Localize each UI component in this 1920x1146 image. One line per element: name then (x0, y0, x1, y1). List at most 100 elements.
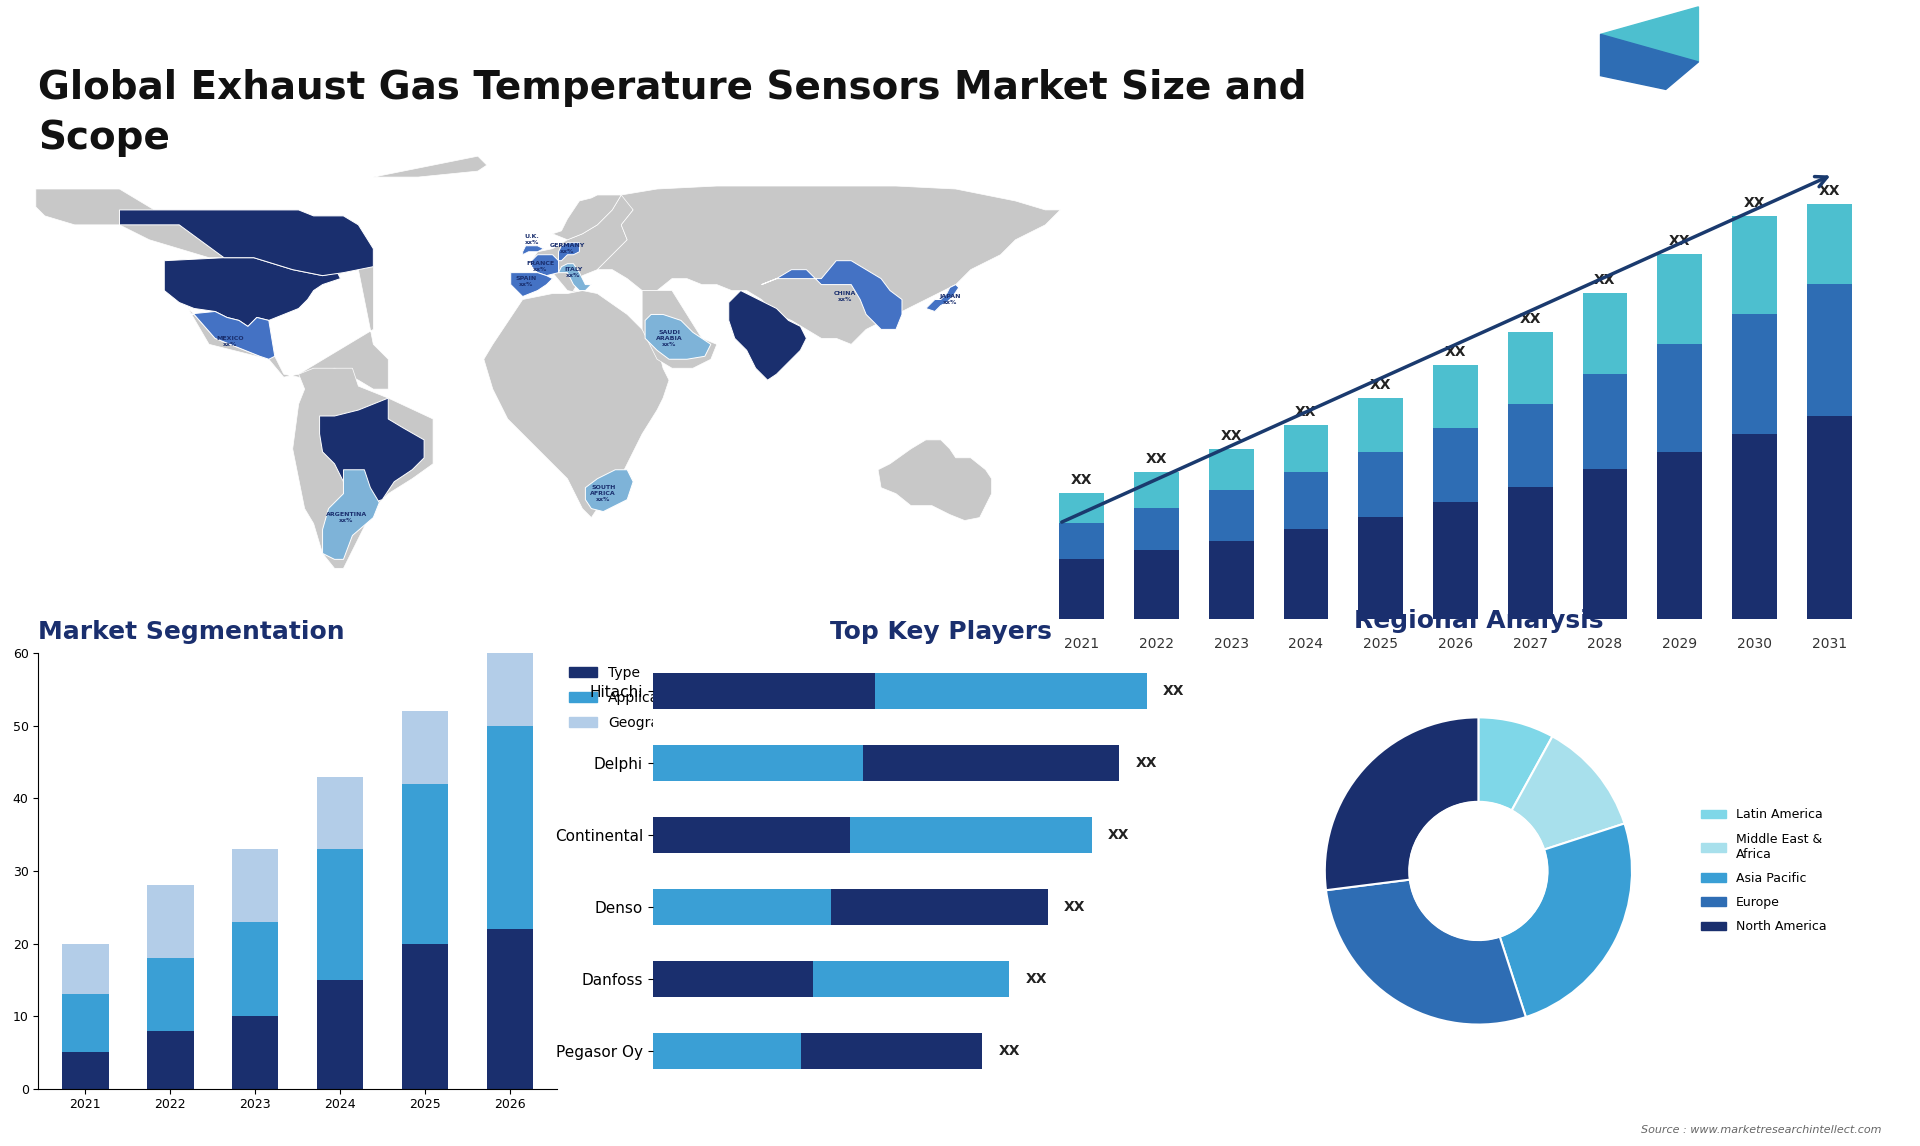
Polygon shape (925, 284, 958, 312)
Bar (1507, 403, 1553, 487)
Polygon shape (532, 254, 559, 276)
Text: BRAZIL
xx%: BRAZIL xx% (351, 447, 376, 457)
Text: JAPAN
xx%: JAPAN xx% (939, 295, 960, 305)
Text: MEXICO
xx%: MEXICO xx% (217, 336, 244, 347)
Polygon shape (877, 440, 991, 520)
Text: 2027: 2027 (1513, 637, 1548, 651)
Bar (486, 725, 534, 929)
Bar (1582, 374, 1628, 470)
Bar (317, 980, 363, 1089)
Text: CHINA
xx%: CHINA xx% (833, 291, 856, 301)
Bar (653, 1033, 801, 1069)
Text: U.K.
xx%: U.K. xx% (524, 235, 540, 245)
Text: XX: XX (1146, 453, 1167, 466)
Text: Source : www.marketresearchintellect.com: Source : www.marketresearchintellect.com (1642, 1124, 1882, 1135)
Bar (1060, 559, 1104, 619)
Polygon shape (553, 195, 622, 240)
Bar (401, 712, 449, 784)
Text: Global Exhaust Gas Temperature Sensors Market Size and
Scope: Global Exhaust Gas Temperature Sensors M… (38, 69, 1308, 157)
Text: XX: XX (1071, 473, 1092, 487)
Bar (1357, 452, 1404, 517)
Polygon shape (532, 195, 634, 293)
Text: 2025: 2025 (1363, 637, 1398, 651)
Text: XX: XX (1519, 312, 1542, 327)
Bar (1283, 472, 1329, 529)
Text: XX: XX (1064, 900, 1085, 915)
Wedge shape (1327, 880, 1526, 1025)
Polygon shape (372, 156, 488, 178)
Wedge shape (1478, 717, 1553, 810)
Text: 2022: 2022 (1139, 637, 1173, 651)
Bar (876, 673, 1146, 709)
Bar (1432, 427, 1478, 502)
Polygon shape (319, 398, 424, 505)
Bar (1732, 215, 1776, 314)
Text: INDIA
xx%: INDIA xx% (760, 333, 781, 344)
Text: XX: XX (1818, 185, 1839, 198)
Bar (1283, 529, 1329, 619)
Polygon shape (323, 470, 380, 559)
Bar (146, 1030, 194, 1089)
Bar (1432, 502, 1478, 619)
Polygon shape (484, 291, 668, 518)
Polygon shape (522, 245, 543, 254)
Bar (232, 849, 278, 921)
Bar (1283, 425, 1329, 472)
Text: XX: XX (1444, 345, 1467, 359)
Bar (1507, 487, 1553, 619)
Wedge shape (1325, 717, 1478, 890)
Polygon shape (730, 291, 806, 380)
Legend: Type, Application, Geography: Type, Application, Geography (564, 660, 691, 736)
Polygon shape (1601, 34, 1699, 89)
Bar (317, 777, 363, 849)
Bar (1357, 517, 1404, 619)
Bar (232, 1017, 278, 1089)
Polygon shape (925, 284, 958, 312)
Text: XX: XX (998, 1044, 1020, 1058)
Text: ITALY
xx%: ITALY xx% (564, 267, 582, 278)
Text: XX: XX (1108, 827, 1129, 842)
Bar (1807, 204, 1851, 284)
Polygon shape (1601, 7, 1699, 62)
Bar (1432, 364, 1478, 427)
Bar (61, 943, 109, 995)
Bar (1060, 494, 1104, 524)
Bar (1210, 541, 1254, 619)
Text: 2021: 2021 (1064, 637, 1100, 651)
Circle shape (1409, 802, 1548, 940)
Bar (1135, 472, 1179, 509)
Text: 2026: 2026 (1438, 637, 1473, 651)
Text: XX: XX (1221, 429, 1242, 442)
Bar (61, 1052, 109, 1089)
Text: 2024: 2024 (1288, 637, 1323, 651)
Bar (1807, 416, 1851, 619)
Bar (653, 889, 831, 925)
Polygon shape (645, 314, 710, 359)
Bar (232, 921, 278, 1017)
Text: ARGENTINA
xx%: ARGENTINA xx% (326, 512, 367, 523)
Text: 2030: 2030 (1738, 637, 1772, 651)
Bar (814, 961, 1010, 997)
Bar (1582, 293, 1628, 374)
Bar (401, 784, 449, 943)
Text: SOUTH
AFRICA
xx%: SOUTH AFRICA xx% (591, 486, 616, 502)
Text: CANADA
xx%: CANADA xx% (225, 213, 253, 225)
Text: XX: XX (1135, 756, 1158, 770)
Bar (1732, 433, 1776, 619)
Bar (831, 889, 1048, 925)
Polygon shape (762, 260, 902, 329)
Bar (1060, 524, 1104, 559)
Legend: Latin America, Middle East &
Africa, Asia Pacific, Europe, North America: Latin America, Middle East & Africa, Asi… (1695, 803, 1832, 939)
Polygon shape (165, 258, 340, 327)
Bar (653, 745, 862, 780)
Polygon shape (586, 470, 634, 511)
Polygon shape (292, 368, 434, 568)
Bar (1210, 448, 1254, 490)
Bar (851, 817, 1092, 853)
Title: Top Key Players: Top Key Players (829, 620, 1052, 644)
Bar (1582, 470, 1628, 619)
Bar (1135, 550, 1179, 619)
Bar (801, 1033, 981, 1069)
Text: 2029: 2029 (1663, 637, 1697, 651)
Text: XX: XX (1371, 378, 1392, 392)
